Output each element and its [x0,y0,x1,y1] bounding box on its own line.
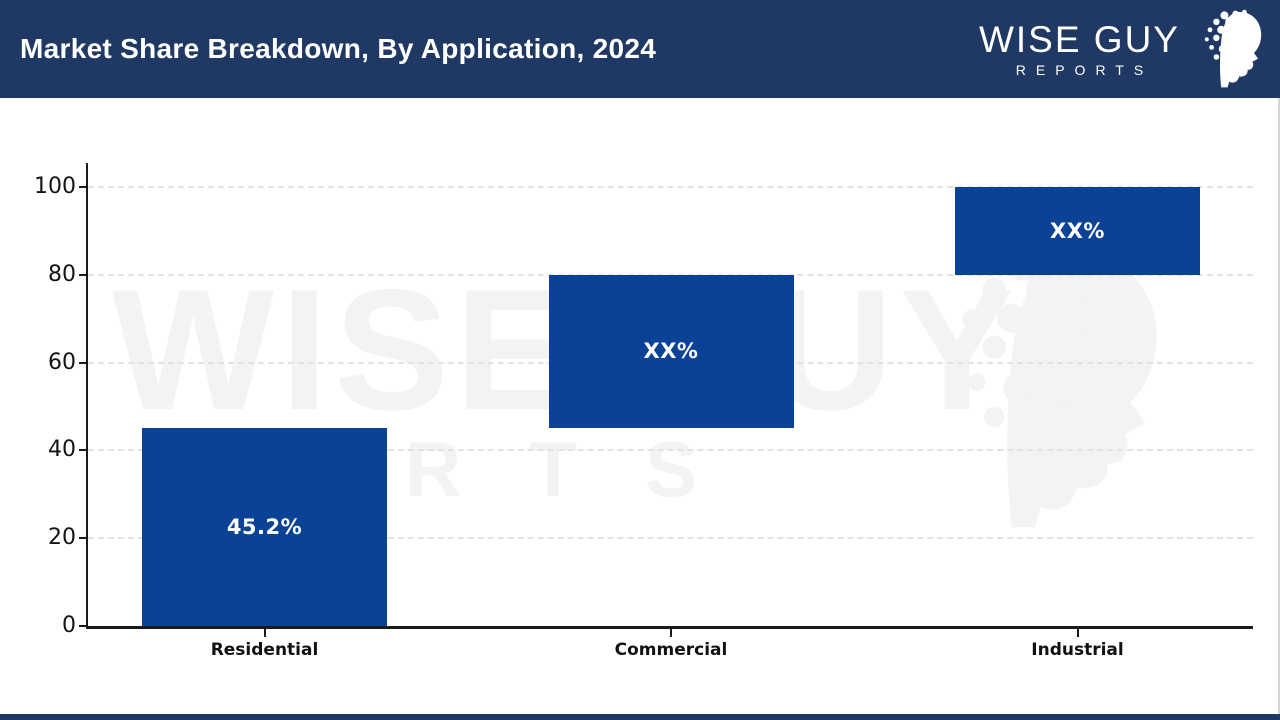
bar: XX% [548,274,794,428]
page-title: Market Share Breakdown, By Application, … [20,33,657,64]
y-tick-label: 20 [48,525,76,551]
bar: XX% [955,187,1200,275]
x-category-label: Industrial [1031,640,1124,660]
y-tick-label: 40 [48,437,76,463]
x-axis-line [86,626,1253,629]
logo-wordmark: WISE GUY [978,18,1180,60]
bar-value-label: XX% [643,339,699,364]
chart-area: WISE GUY RORTS 0 20 40 60 80 100 45.2% XX% XX% Re… [0,98,1280,714]
header-bar: Market Share Breakdown, By Application, … [0,0,1280,98]
brand-logo: WISE GUY REPORTS [979,7,1266,91]
y-gridline [88,186,1253,188]
x-tick-mark [1076,628,1079,637]
bar-value-label: 45.2% [226,514,303,539]
y-tick-label: 0 [62,613,76,638]
x-category-label: Residential [210,640,319,660]
x-tick-mark [670,628,672,637]
brand-logo-text: WISE GUY REPORTS [979,21,1180,78]
y-tick-mark [79,625,86,627]
y-tick-mark [79,361,86,364]
y-gridline [88,537,1253,540]
y-tick-label: 80 [48,261,76,287]
bar: 45.2% [142,427,387,626]
y-tick-label: 60 [48,349,76,375]
y-gridline [88,449,1253,452]
footer-bar [0,714,1280,720]
y-tick-mark [79,186,86,188]
x-category-label: Commercial [614,640,728,660]
y-axis-line [86,163,88,628]
plot-area: 0 20 40 60 80 100 45.2% XX% XX% Residential Commer… [0,98,1278,714]
y-tick-mark [79,537,86,540]
logo-subtext: REPORTS [1015,61,1154,78]
y-tick-label: 100 [34,174,76,199]
x-tick-mark [263,628,266,637]
y-tick-mark [79,273,86,276]
y-tick-mark [79,449,86,452]
bar-value-label: XX% [1050,218,1105,243]
wise-guy-head-icon [1186,7,1266,91]
